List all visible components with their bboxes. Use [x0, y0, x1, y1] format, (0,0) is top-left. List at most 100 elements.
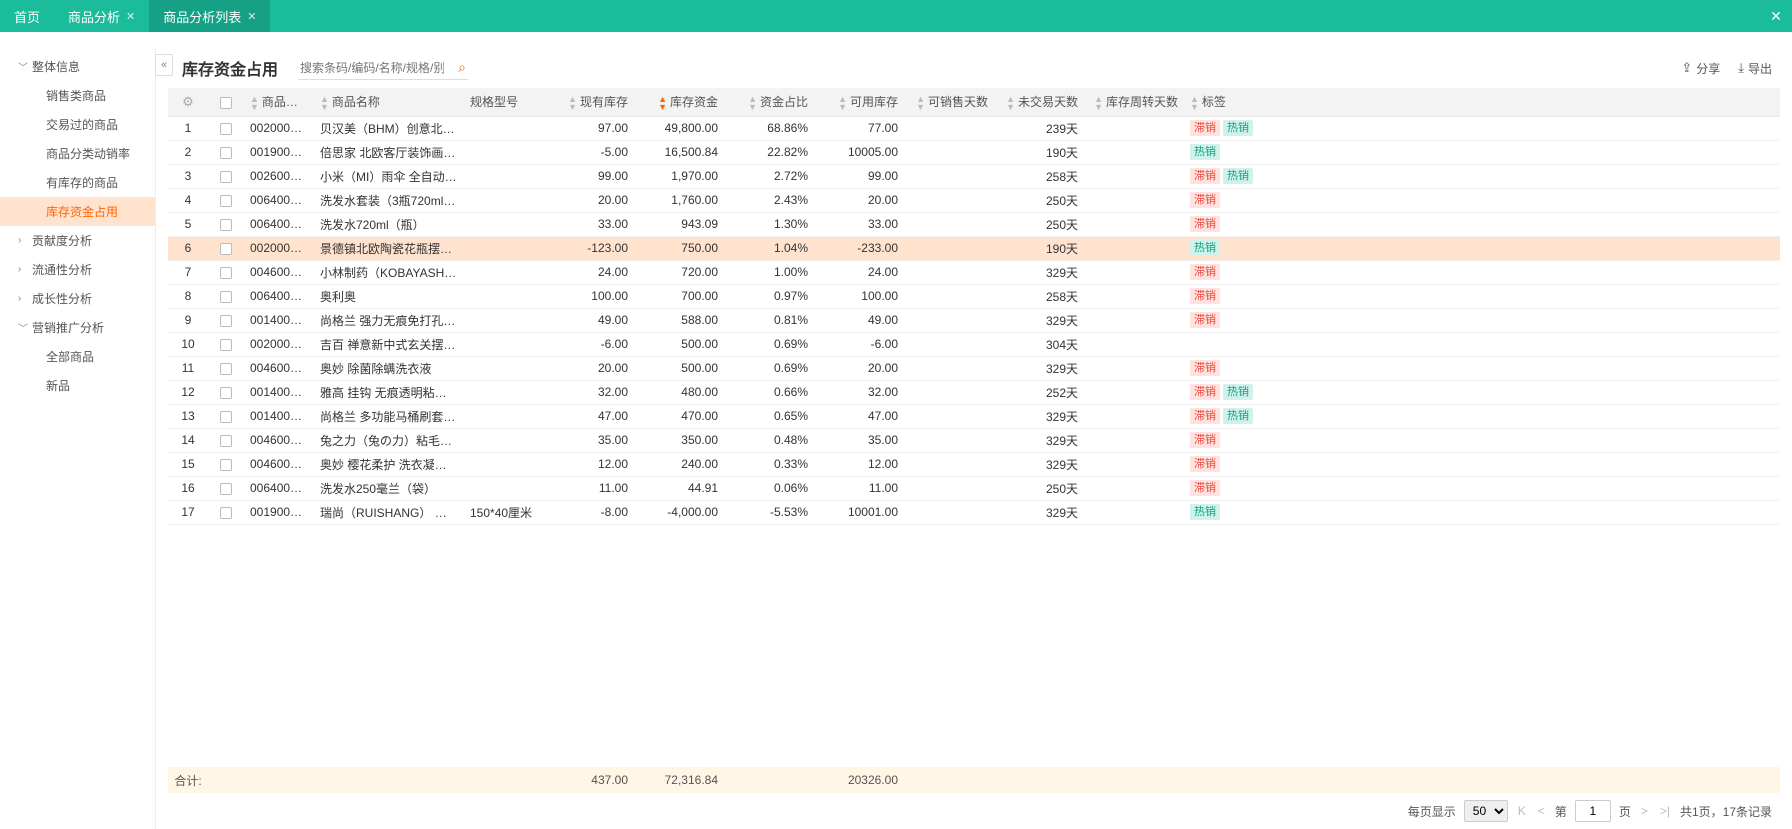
sidebar-item[interactable]: 新品	[0, 371, 155, 400]
column-label: 现有库存	[580, 95, 628, 109]
gear-icon[interactable]: ⚙	[182, 94, 194, 109]
top-tab[interactable]: 商品分析✕	[54, 0, 149, 32]
sidebar-item[interactable]: 库存资金占用	[0, 197, 155, 226]
cell	[1084, 260, 1184, 284]
column-header[interactable]: ▲▼库存周转天数	[1084, 88, 1184, 116]
column-header[interactable]: ▲▼现有库存	[544, 88, 634, 116]
row-checkbox[interactable]	[220, 147, 232, 159]
row-checkbox[interactable]	[220, 339, 232, 351]
row-checkbox[interactable]	[220, 363, 232, 375]
sidebar-item[interactable]: 全部商品	[0, 342, 155, 371]
page-next-button[interactable]: >	[1639, 804, 1650, 818]
close-icon[interactable]: ✕	[126, 10, 135, 23]
row-checkbox[interactable]	[220, 387, 232, 399]
export-button[interactable]: ⤓ 导出	[1738, 60, 1772, 77]
page-first-button[interactable]: K	[1516, 804, 1528, 818]
column-header[interactable]: ▲▼可销售天数	[904, 88, 994, 116]
cell	[208, 284, 244, 308]
row-checkbox[interactable]	[220, 219, 232, 231]
row-checkbox[interactable]	[220, 243, 232, 255]
table-row[interactable]: 2001900…倍思家 北欧客厅装饰画卧室-5.0016,500.8422.82…	[168, 140, 1780, 164]
row-checkbox[interactable]	[220, 315, 232, 327]
cell: 10005.00	[814, 140, 904, 164]
cell	[464, 284, 544, 308]
column-header[interactable]: ⚙	[168, 88, 208, 116]
row-checkbox[interactable]	[220, 291, 232, 303]
cell: -8.00	[544, 500, 634, 524]
table-row[interactable]: 5006400…洗发水720ml（瓶）33.00943.091.30%33.00…	[168, 212, 1780, 236]
table-row[interactable]: 12001400…雅高 挂钩 无痕透明粘钩 强32.00480.000.66%3…	[168, 380, 1780, 404]
cell: 001900…	[244, 140, 314, 164]
table-row[interactable]: 10002000…吉百 禅意新中式玄关摆件客-6.00500.000.69%-6…	[168, 332, 1780, 356]
table-row[interactable]: 16006400…洗发水250毫兰（袋）11.0044.910.06%11.00…	[168, 476, 1780, 500]
cell: 滞销	[1184, 284, 1780, 308]
cell	[904, 380, 994, 404]
table-row[interactable]: 3002600…小米（MI）雨伞 全自动折叠99.001,970.002.72%…	[168, 164, 1780, 188]
search-icon[interactable]: ⌕	[458, 59, 466, 76]
column-header[interactable]: ▲▼未交易天数	[994, 88, 1084, 116]
column-header[interactable]: ▲▼可用库存	[814, 88, 904, 116]
table-row[interactable]: 9001400…尚格兰 强力无痕免打孔浴室49.00588.000.81%49.…	[168, 308, 1780, 332]
row-checkbox[interactable]	[220, 435, 232, 447]
row-checkbox[interactable]	[220, 267, 232, 279]
sidebar-item[interactable]: 交易过的商品	[0, 110, 155, 139]
close-icon[interactable]: ✕	[247, 10, 256, 23]
search-input[interactable]	[298, 56, 468, 80]
sidebar-item[interactable]: 有库存的商品	[0, 168, 155, 197]
pagination: 每页显示 50 K < 第 页 > >| 共1页，17条记录	[156, 793, 1792, 829]
page-last-button[interactable]: >|	[1658, 804, 1672, 818]
cell: 588.00	[634, 308, 724, 332]
sidebar-item[interactable]: 商品分类动销率	[0, 139, 155, 168]
cell: 001400…	[244, 404, 314, 428]
table-row[interactable]: 15004600…奥妙 樱花柔护 洗衣凝珠 1012.00240.000.33%…	[168, 452, 1780, 476]
sidebar-item[interactable]: 销售类商品	[0, 81, 155, 110]
row-checkbox[interactable]	[220, 123, 232, 135]
column-header[interactable]: ▲▼库存资金	[634, 88, 724, 116]
table-row[interactable]: 7004600…小林制药（KOBAYASHI）日24.00720.001.00%…	[168, 260, 1780, 284]
table-row[interactable]: 13001400…尚格兰 多功能马桶刷套装 带47.00470.000.65%4…	[168, 404, 1780, 428]
cell: 4	[168, 188, 208, 212]
row-checkbox[interactable]	[220, 171, 232, 183]
sidebar-group-head[interactable]: ﹀整体信息	[0, 52, 155, 81]
table-row[interactable]: 11004600…奥妙 除菌除螨洗衣液20.00500.000.69%20.00…	[168, 356, 1780, 380]
sidebar-group-head[interactable]: ›流通性分析	[0, 255, 155, 284]
column-header[interactable]: ▲▼标签	[1184, 88, 1780, 116]
sidebar-group-label: 营销推广分析	[32, 319, 104, 336]
table-row[interactable]: 4006400…洗发水套装（3瓶720ml+1瓶20.001,760.002.4…	[168, 188, 1780, 212]
row-checkbox[interactable]	[220, 507, 232, 519]
page-input[interactable]	[1575, 800, 1611, 822]
collapse-sidebar-button[interactable]: «	[155, 54, 173, 76]
page-prev-button[interactable]: <	[1536, 804, 1547, 818]
sidebar-group-head[interactable]: ﹀营销推广分析	[0, 313, 155, 342]
column-header[interactable]	[208, 88, 244, 116]
sidebar-group-head[interactable]: ›贡献度分析	[0, 226, 155, 255]
table-row[interactable]: 6002000…景德镇北欧陶瓷花瓶摆件 优-123.00750.001.04%-…	[168, 236, 1780, 260]
cell: 24.00	[814, 260, 904, 284]
per-page-select[interactable]: 50	[1464, 800, 1508, 822]
row-checkbox[interactable]	[220, 411, 232, 423]
select-all-checkbox[interactable]	[220, 97, 232, 109]
sidebar-group-head[interactable]: ›成长性分析	[0, 284, 155, 313]
top-tab[interactable]: 首页	[0, 0, 54, 32]
top-tab[interactable]: 商品分析列表✕	[149, 0, 270, 32]
row-checkbox[interactable]	[220, 195, 232, 207]
table-row[interactable]: 1002000…贝汉美（BHM）创意北欧风97.0049,800.0068.86…	[168, 116, 1780, 140]
cell: 700.00	[634, 284, 724, 308]
table-row[interactable]: 8006400…奥利奥100.00700.000.97%100.00258天滞销	[168, 284, 1780, 308]
row-checkbox[interactable]	[220, 459, 232, 471]
cell: 250天	[994, 212, 1084, 236]
column-header[interactable]: ▲▼商品…	[244, 88, 314, 116]
tag: 热销	[1223, 384, 1253, 400]
table-row[interactable]: 17001900…瑞尚（RUISHANG） 卧室沉150*40厘米-8.00-4…	[168, 500, 1780, 524]
cell: 倍思家 北欧客厅装饰画卧室	[314, 140, 464, 164]
cell: 热销	[1184, 236, 1780, 260]
table-row[interactable]: 14004600…兔之力（兔の力）粘毛器粘35.00350.000.48%35.…	[168, 428, 1780, 452]
column-header[interactable]: ▲▼商品名称	[314, 88, 464, 116]
cell: 32.00	[814, 380, 904, 404]
column-header[interactable]: ▲▼资金占比	[724, 88, 814, 116]
cell: 33.00	[544, 212, 634, 236]
row-checkbox[interactable]	[220, 483, 232, 495]
close-icon[interactable]: ✕	[1760, 0, 1792, 32]
column-header[interactable]: 规格型号	[464, 88, 544, 116]
share-button[interactable]: ⇪ 分享	[1681, 60, 1720, 77]
